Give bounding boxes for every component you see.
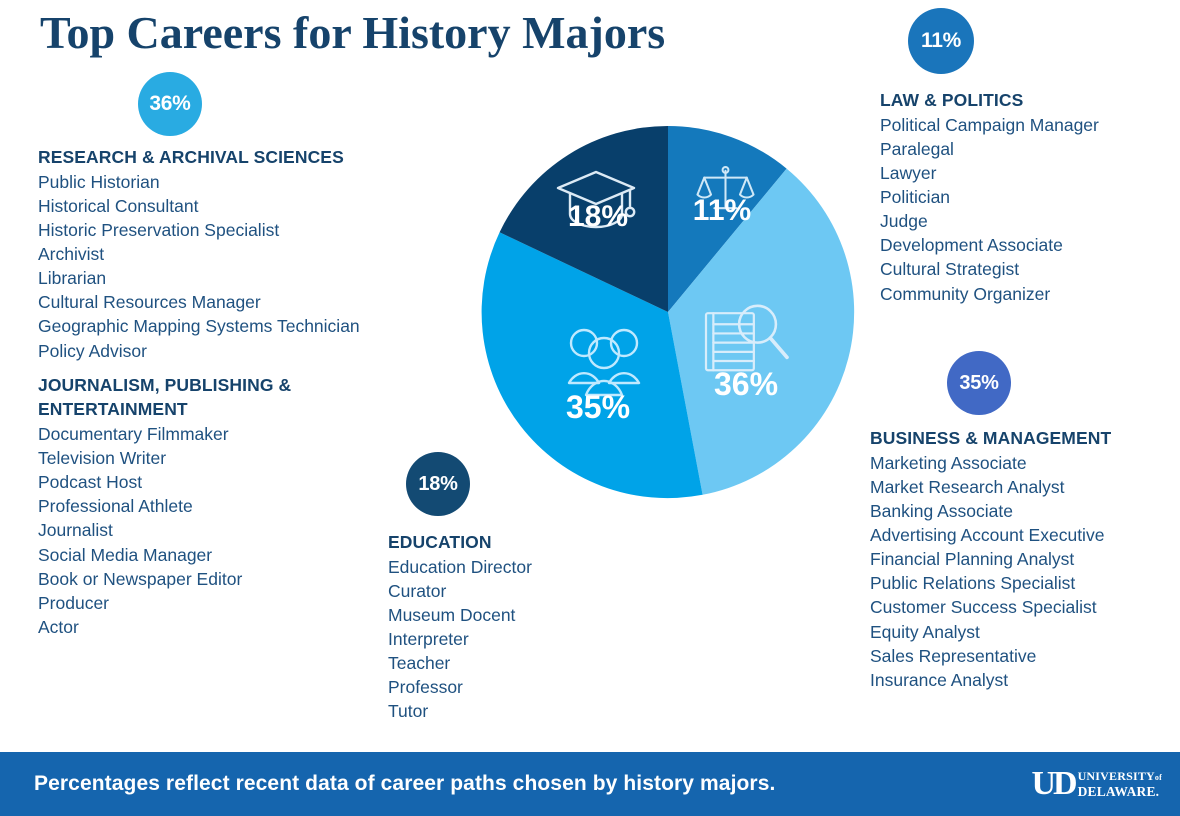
- ud-monogram: UD: [1031, 765, 1077, 802]
- footer-bar: Percentages reflect recent data of caree…: [0, 752, 1180, 816]
- ud-of-text: of: [1154, 772, 1162, 782]
- list-item: Librarian: [38, 268, 107, 289]
- list-item: Advertising Account Executive: [870, 525, 1105, 546]
- list-item: Financial Planning Analyst: [870, 549, 1075, 570]
- list-item: Cultural Strategist: [880, 259, 1020, 280]
- ud-wordmark-line2: DELAWARE.: [1077, 784, 1160, 799]
- list-item: Community Organizer: [880, 283, 1051, 304]
- list-item: Market Research Analyst: [870, 477, 1065, 498]
- list-item: Historical Consultant: [38, 196, 199, 217]
- list-item: Marketing Associate: [870, 453, 1027, 474]
- list-item: Insurance Analyst: [870, 669, 1009, 690]
- list-item: Customer Success Specialist: [870, 597, 1097, 618]
- list-item: Politician: [880, 187, 951, 208]
- list-item: Geographic Mapping Systems Technician: [38, 316, 360, 337]
- university-of-delaware-logo: UD UNIVERSITYof DELAWARE.: [1031, 767, 1162, 801]
- pie-chart-svg: 11% 36% 35% 18%: [481, 125, 855, 499]
- pie-label-research: 36%: [714, 366, 778, 402]
- pie-chart: 11% 36% 35% 18%: [478, 122, 858, 502]
- pie-label-education: 18%: [568, 200, 628, 233]
- ud-wordmark-line1: UNIVERSITYof: [1078, 769, 1162, 783]
- pie-slice-research: [668, 168, 855, 495]
- document-search-icon: [704, 304, 789, 372]
- list-item: Public Historian: [38, 172, 160, 193]
- career-block-journalism: JOURNALISM, PUBLISHING & ENTERTAINMENT D…: [38, 374, 291, 639]
- list-item: Museum Docent: [388, 605, 516, 626]
- graduation-cap-icon: [556, 170, 636, 229]
- list-item: Banking Associate: [870, 501, 1014, 522]
- list-item: Actor: [38, 616, 79, 637]
- badge-journalism-percent: 35%: [947, 351, 1011, 415]
- pie-slice-education: [499, 125, 668, 312]
- career-block-journalism-heading-line1: JOURNALISM, PUBLISHING &: [38, 375, 292, 395]
- badge-law-percent: 11%: [908, 8, 974, 74]
- career-block-business: BUSINESS & MANAGEMENT Marketing Associat…: [870, 427, 1111, 692]
- pie-slice-law: [668, 125, 787, 313]
- list-item: Equity Analyst: [870, 621, 980, 642]
- list-item: Development Associate: [880, 235, 1063, 256]
- list-item: Television Writer: [38, 448, 167, 469]
- scales-icon: [696, 166, 755, 210]
- ud-university-text: UNIVERSITY: [1077, 768, 1155, 783]
- career-block-law-heading: LAW & POLITICS: [880, 90, 1024, 110]
- list-item: Public Relations Specialist: [870, 573, 1076, 594]
- badge-education-percent: 18%: [406, 452, 470, 516]
- list-item: Lawyer: [880, 163, 937, 184]
- career-block-education-heading: EDUCATION: [388, 532, 492, 552]
- list-item: Producer: [38, 592, 110, 613]
- list-item: Professor: [388, 677, 463, 698]
- list-item: Journalist: [38, 520, 113, 541]
- pie-label-law: 11%: [693, 194, 751, 227]
- list-item: Political Campaign Manager: [880, 115, 1099, 136]
- pie-slice-journalism: [481, 232, 703, 499]
- footer-note: Percentages reflect recent data of caree…: [34, 772, 776, 795]
- career-block-law: LAW & POLITICS Political Campaign Manage…: [880, 89, 1099, 306]
- list-item: Cultural Resources Manager: [38, 292, 261, 313]
- list-item: Curator: [388, 581, 447, 602]
- career-block-business-heading: BUSINESS & MANAGEMENT: [870, 428, 1112, 448]
- list-item: Teacher: [388, 653, 451, 674]
- list-item: Tutor: [388, 701, 429, 722]
- list-item: Judge: [880, 211, 928, 232]
- career-block-research: RESEARCH & ARCHIVAL SCIENCES Public Hist…: [38, 146, 360, 363]
- badge-research-percent: 36%: [138, 72, 202, 136]
- page-title: Top Careers for History Majors: [40, 7, 666, 58]
- ud-wordmark: UNIVERSITYof DELAWARE.: [1078, 768, 1162, 801]
- career-block-journalism-heading-line2: ENTERTAINMENT: [38, 399, 188, 420]
- list-item: Policy Advisor: [38, 340, 147, 361]
- list-item: Historic Preservation Specialist: [38, 220, 280, 241]
- list-item: Professional Athlete: [38, 496, 193, 517]
- people-icon: [567, 328, 641, 397]
- career-block-research-heading: RESEARCH & ARCHIVAL SCIENCES: [38, 147, 344, 167]
- list-item: Podcast Host: [38, 472, 143, 493]
- list-item: Social Media Manager: [38, 544, 213, 565]
- list-item: Education Director: [388, 557, 532, 578]
- career-block-education: EDUCATION Education Director Curator Mus…: [388, 531, 532, 724]
- list-item: Interpreter: [388, 629, 469, 650]
- list-item: Paralegal: [880, 139, 954, 160]
- list-item: Archivist: [38, 244, 105, 265]
- list-item: Sales Representative: [870, 645, 1037, 666]
- list-item: Documentary Filmmaker: [38, 424, 229, 445]
- list-item: Book or Newspaper Editor: [38, 568, 243, 589]
- pie-label-journalism: 35%: [566, 389, 630, 425]
